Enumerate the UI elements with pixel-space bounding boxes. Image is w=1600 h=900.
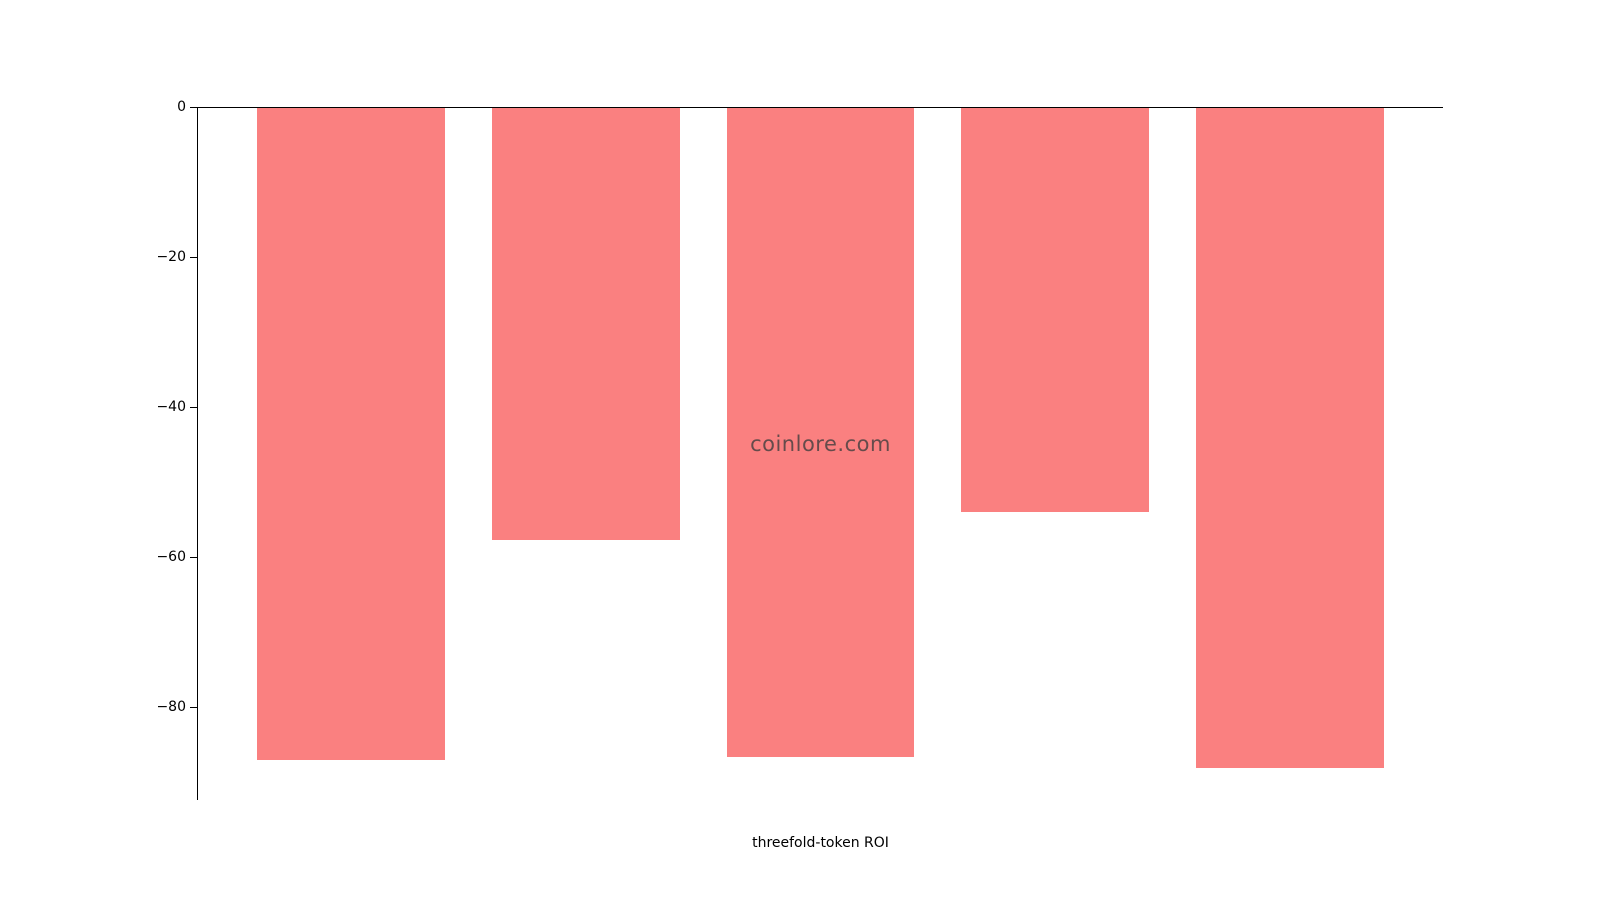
x-axis-label: threefold-token ROI bbox=[752, 835, 889, 851]
y-tickmark bbox=[190, 256, 197, 258]
y-tickmark bbox=[190, 556, 197, 558]
y-tick-label: −60 bbox=[156, 548, 186, 565]
bar-1 bbox=[491, 108, 680, 540]
watermark-text: coinlore.com bbox=[750, 432, 891, 456]
y-tickmark bbox=[190, 706, 197, 708]
y-tick-label: −80 bbox=[156, 698, 186, 715]
bar-4 bbox=[1196, 108, 1385, 768]
y-tick-label: −40 bbox=[156, 398, 186, 415]
bar-3 bbox=[961, 108, 1150, 513]
y-tick-label: 0 bbox=[177, 99, 186, 115]
y-tickmark bbox=[190, 107, 197, 108]
bar-2 bbox=[726, 108, 915, 757]
bar-0 bbox=[256, 108, 445, 761]
y-tickmark bbox=[190, 406, 197, 408]
y-tick-label: −20 bbox=[156, 248, 186, 265]
plot-area: 0 −20 −40 −60 −80 coinlore.com threefold-tok… bbox=[156, 99, 1443, 851]
